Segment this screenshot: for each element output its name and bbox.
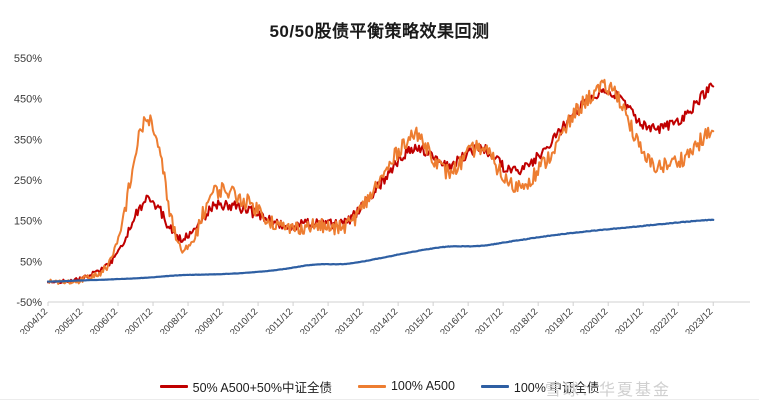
series-line bbox=[47, 78, 715, 285]
y-axis: 550% 450% 350% 250% 150% 50% -50% bbox=[14, 53, 42, 309]
legend-label: 100% 中证全债 bbox=[513, 380, 600, 395]
x-axis-tick-label: 2021/12 bbox=[613, 306, 645, 334]
page-title: 50/50股债平衡策略效果回测 bbox=[269, 22, 490, 41]
x-axis-tick-label: 2023/12 bbox=[683, 306, 715, 334]
x-axis-tick-label: 2019/12 bbox=[543, 306, 575, 334]
x-axis-tick-label: 2008/12 bbox=[158, 306, 190, 334]
series-line bbox=[47, 82, 715, 285]
y-axis-tick-label: 350% bbox=[14, 134, 42, 146]
chart-plot-area: 550% 450% 350% 250% 150% 50% -50% 2004/12 2005/… bbox=[0, 44, 759, 334]
x-axis-tick-label: 2010/12 bbox=[228, 306, 260, 334]
x-axis-tick-label: 2014/12 bbox=[368, 306, 400, 334]
x-axis-tick-label: 2020/12 bbox=[578, 306, 610, 334]
series-lines bbox=[46, 78, 715, 285]
legend-color-swatch bbox=[357, 384, 386, 388]
x-axis-tick-label: 2017/12 bbox=[473, 306, 505, 334]
chart-legend: 50% A500+50%中证全债 100% A500 100% 中证全债 bbox=[0, 374, 759, 398]
x-axis-tick-label: 2005/12 bbox=[53, 306, 85, 334]
x-axis-tick-label: 2004/12 bbox=[18, 306, 50, 334]
x-axis-tick-label: 2011/12 bbox=[264, 306, 296, 334]
y-axis-tick-label: 50% bbox=[20, 256, 42, 268]
line-chart-svg: 550% 450% 350% 250% 150% 50% -50% 2004/12 2005/… bbox=[14, 53, 750, 334]
legend-color-swatch bbox=[159, 384, 188, 388]
x-axis-tick-label: 2016/12 bbox=[438, 306, 470, 334]
y-axis-tick-label: -50% bbox=[16, 297, 42, 309]
x-axis-tick-label: 2013/12 bbox=[333, 306, 365, 334]
legend-label: 100% A500 bbox=[390, 379, 455, 393]
x-axis-tick-label: 2022/12 bbox=[648, 306, 680, 334]
y-axis-tick-label: 450% bbox=[14, 94, 42, 106]
legend-color-swatch bbox=[480, 384, 509, 388]
x-axis-tick-label: 2007/12 bbox=[123, 306, 155, 334]
x-axis: 2004/12 2005/12 2006/12 2007/12 2008/12 2009/… bbox=[18, 301, 750, 334]
y-axis-tick-label: 150% bbox=[14, 216, 42, 228]
series-line bbox=[46, 218, 715, 283]
x-axis-tick-label: 2012/12 bbox=[298, 306, 330, 334]
legend-item[interactable]: 50% A500+50%中证全债 bbox=[159, 377, 332, 396]
legend-label: 50% A500+50%中证全债 bbox=[192, 380, 332, 395]
y-axis-tick-label: 250% bbox=[14, 175, 42, 187]
y-axis-tick-label: 550% bbox=[14, 53, 42, 65]
x-axis-tick-label: 2018/12 bbox=[508, 306, 540, 334]
x-axis-tick-label: 2006/12 bbox=[88, 306, 120, 334]
bottom-divider bbox=[0, 399, 759, 400]
legend-item[interactable]: 100% A500 bbox=[357, 379, 455, 393]
x-axis-tick-label: 2015/12 bbox=[403, 306, 435, 334]
x-axis-tick-label: 2009/12 bbox=[193, 306, 225, 334]
legend-item[interactable]: 100% 中证全债 bbox=[480, 377, 600, 396]
